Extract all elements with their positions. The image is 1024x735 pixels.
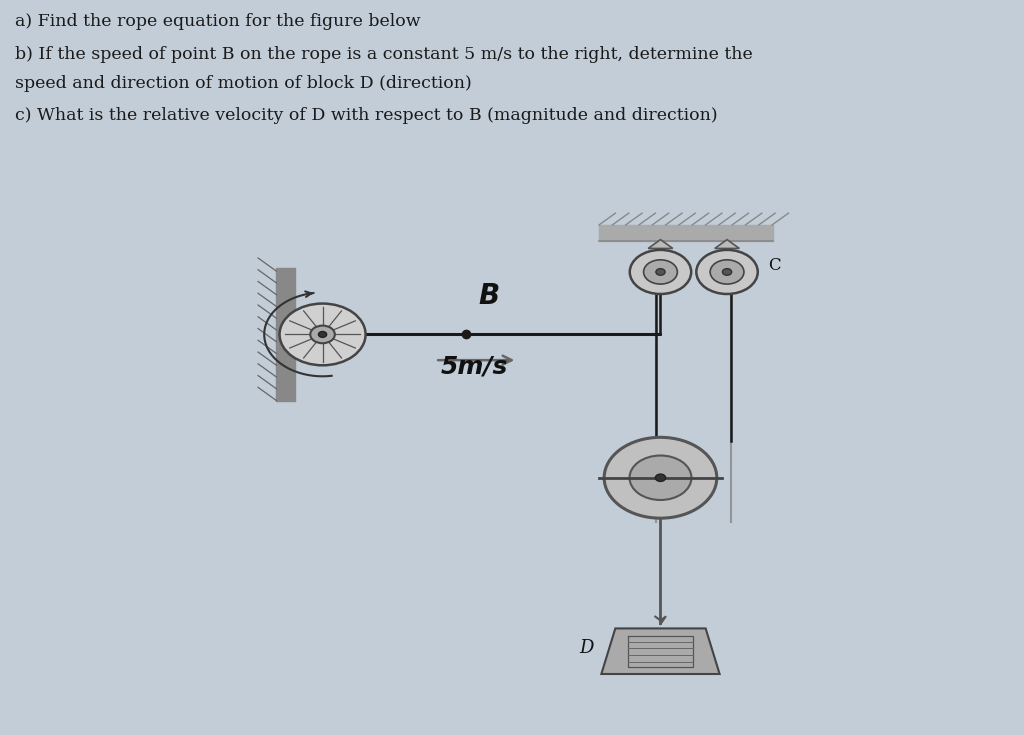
- Text: c) What is the relative velocity of D with respect to B (magnitude and direction: c) What is the relative velocity of D wi…: [15, 107, 718, 123]
- Circle shape: [604, 437, 717, 518]
- Circle shape: [630, 250, 691, 294]
- Text: speed and direction of motion of block D (direction): speed and direction of motion of block D…: [15, 75, 472, 92]
- Text: B: B: [478, 282, 500, 309]
- Polygon shape: [648, 240, 673, 248]
- Circle shape: [656, 269, 666, 276]
- Text: C: C: [768, 257, 780, 274]
- Circle shape: [696, 250, 758, 294]
- Circle shape: [644, 260, 678, 284]
- Circle shape: [711, 260, 743, 284]
- Circle shape: [318, 331, 327, 337]
- Polygon shape: [715, 240, 739, 248]
- Circle shape: [723, 269, 731, 276]
- Polygon shape: [601, 628, 720, 674]
- Text: D: D: [579, 639, 593, 658]
- Circle shape: [310, 326, 335, 343]
- Circle shape: [280, 304, 366, 365]
- Circle shape: [630, 456, 691, 500]
- Text: 5m/s: 5m/s: [440, 354, 508, 379]
- Text: b) If the speed of point B on the rope is a constant 5 m/s to the right, determi: b) If the speed of point B on the rope i…: [15, 46, 753, 62]
- Circle shape: [655, 474, 666, 481]
- Text: a) Find the rope equation for the figure below: a) Find the rope equation for the figure…: [15, 13, 421, 30]
